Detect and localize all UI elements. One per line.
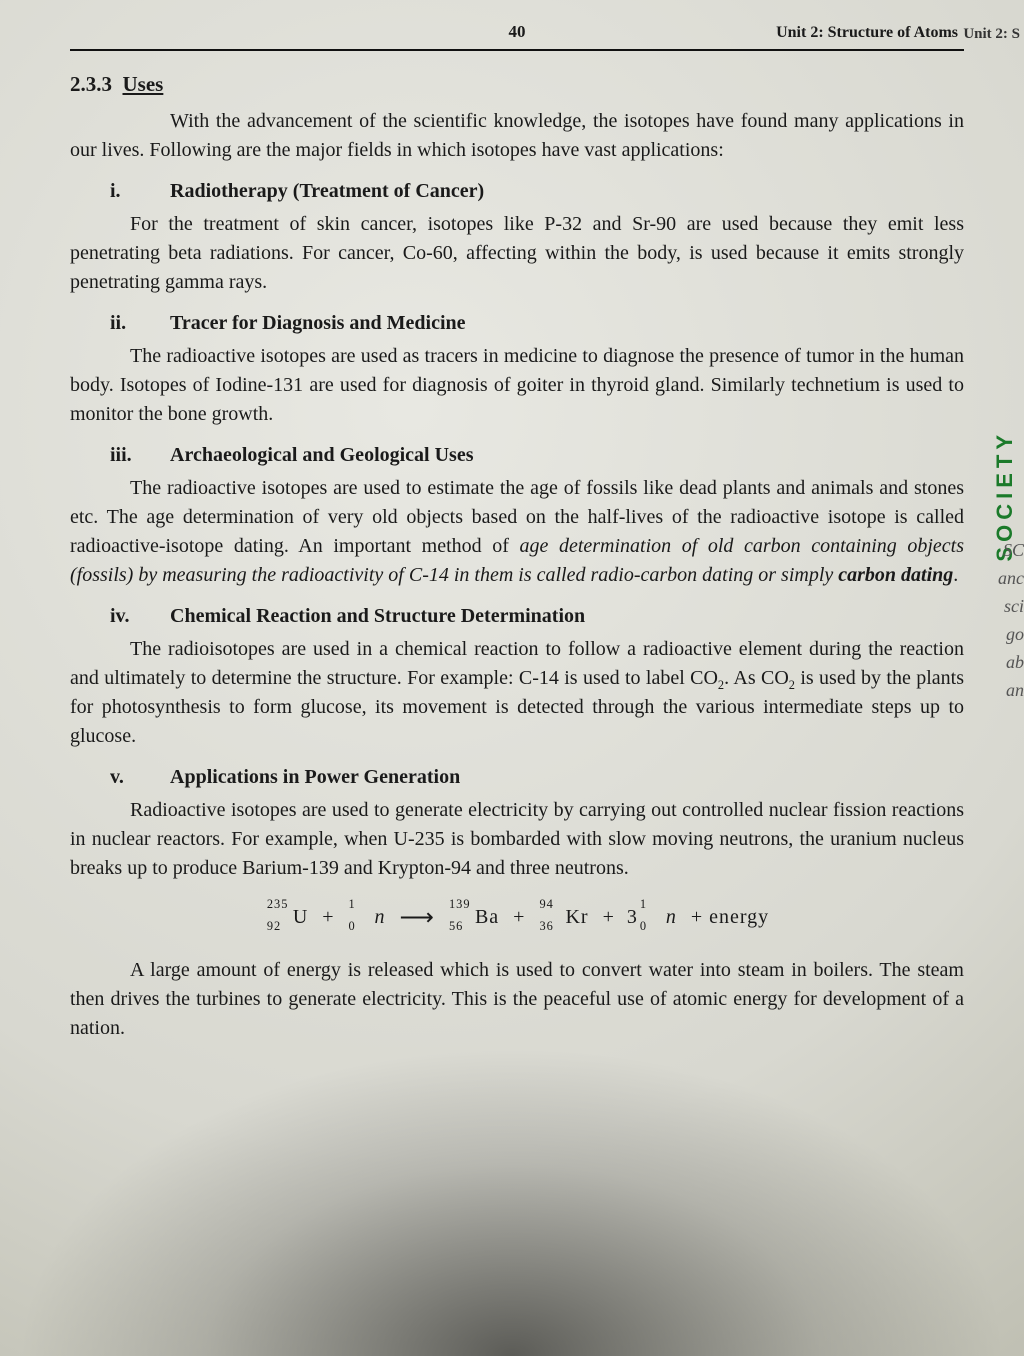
nuclide-kr94: 9436Kr: [539, 903, 588, 932]
closing-paragraph: A large amount of energy is released whi…: [70, 956, 964, 1043]
header-rule: [70, 49, 964, 51]
edge-frag-a: SC: [1003, 540, 1024, 561]
body-iv-b: . As CO: [724, 667, 789, 689]
page-number: 40: [370, 20, 664, 45]
section-heading: 2.3.3 Uses: [70, 69, 964, 99]
sub-num-i: i.: [70, 177, 170, 206]
sub-title-iv: Chemical Reaction and Structure Determin…: [170, 602, 585, 631]
body-ii: The radioactive isotopes are used as tra…: [70, 342, 964, 429]
edge-frag-c: sci: [1004, 596, 1024, 617]
body-iii-tail: .: [953, 564, 958, 586]
nuclide-u235: 23592U: [267, 903, 308, 932]
body-i: For the treatment of skin cancer, isotop…: [70, 210, 964, 297]
sub-num-ii: ii.: [70, 309, 170, 338]
neutron-coeff: 3: [627, 906, 638, 928]
subheading-iv: iv. Chemical Reaction and Structure Dete…: [70, 602, 964, 631]
fission-equation: 23592U + 10n ⟶ 13956Ba + 9436Kr + 310n +…: [70, 901, 964, 936]
reaction-arrow-icon: ⟶: [400, 901, 435, 936]
subheading-i: i. Radiotherapy (Treatment of Cancer): [70, 177, 964, 206]
running-header: 40 Unit 2: Structure of Atoms: [70, 20, 964, 49]
section-number: 2.3.3: [70, 72, 112, 96]
body-iii-carbon-dating: carbon dating: [838, 564, 953, 586]
nuclide-neutron: 10n: [349, 903, 386, 932]
sub-title-ii: Tracer for Diagnosis and Medicine: [170, 309, 466, 338]
body-iv: The radioisotopes are used in a chemical…: [70, 635, 964, 751]
sub-num-iii: iii.: [70, 441, 170, 470]
nuclide-neutron-out: 10n: [640, 903, 677, 932]
sub-title-i: Radiotherapy (Treatment of Cancer): [170, 177, 484, 206]
textbook-page: 40 Unit 2: Structure of Atoms 2.3.3 Uses…: [0, 0, 1024, 1085]
body-v: Radioactive isotopes are used to generat…: [70, 796, 964, 883]
edge-top-fragment: Unit 2: S: [963, 26, 1020, 43]
intro-paragraph: With the advancement of the scientific k…: [70, 107, 964, 165]
subheading-ii: ii. Tracer for Diagnosis and Medicine: [70, 309, 964, 338]
section-title: Uses: [123, 72, 164, 96]
subheading-v: v. Applications in Power Generation: [70, 763, 964, 792]
subheading-iii: iii. Archaeological and Geological Uses: [70, 441, 964, 470]
sub-num-iv: iv.: [70, 602, 170, 631]
energy-term: energy: [709, 906, 769, 928]
edge-frag-f: an: [1006, 680, 1024, 701]
edge-frag-e: ab: [1006, 652, 1024, 673]
edge-frag-b: anc: [998, 568, 1024, 589]
running-title: Unit 2: Structure of Atoms: [664, 21, 958, 44]
sub-num-v: v.: [70, 763, 170, 792]
sub-title-iii: Archaeological and Geological Uses: [170, 441, 474, 470]
body-iii: The radioactive isotopes are used to est…: [70, 474, 964, 590]
edge-frag-d: go: [1006, 624, 1024, 645]
sub-title-v: Applications in Power Generation: [170, 763, 460, 792]
nuclide-ba139: 13956Ba: [449, 903, 499, 932]
